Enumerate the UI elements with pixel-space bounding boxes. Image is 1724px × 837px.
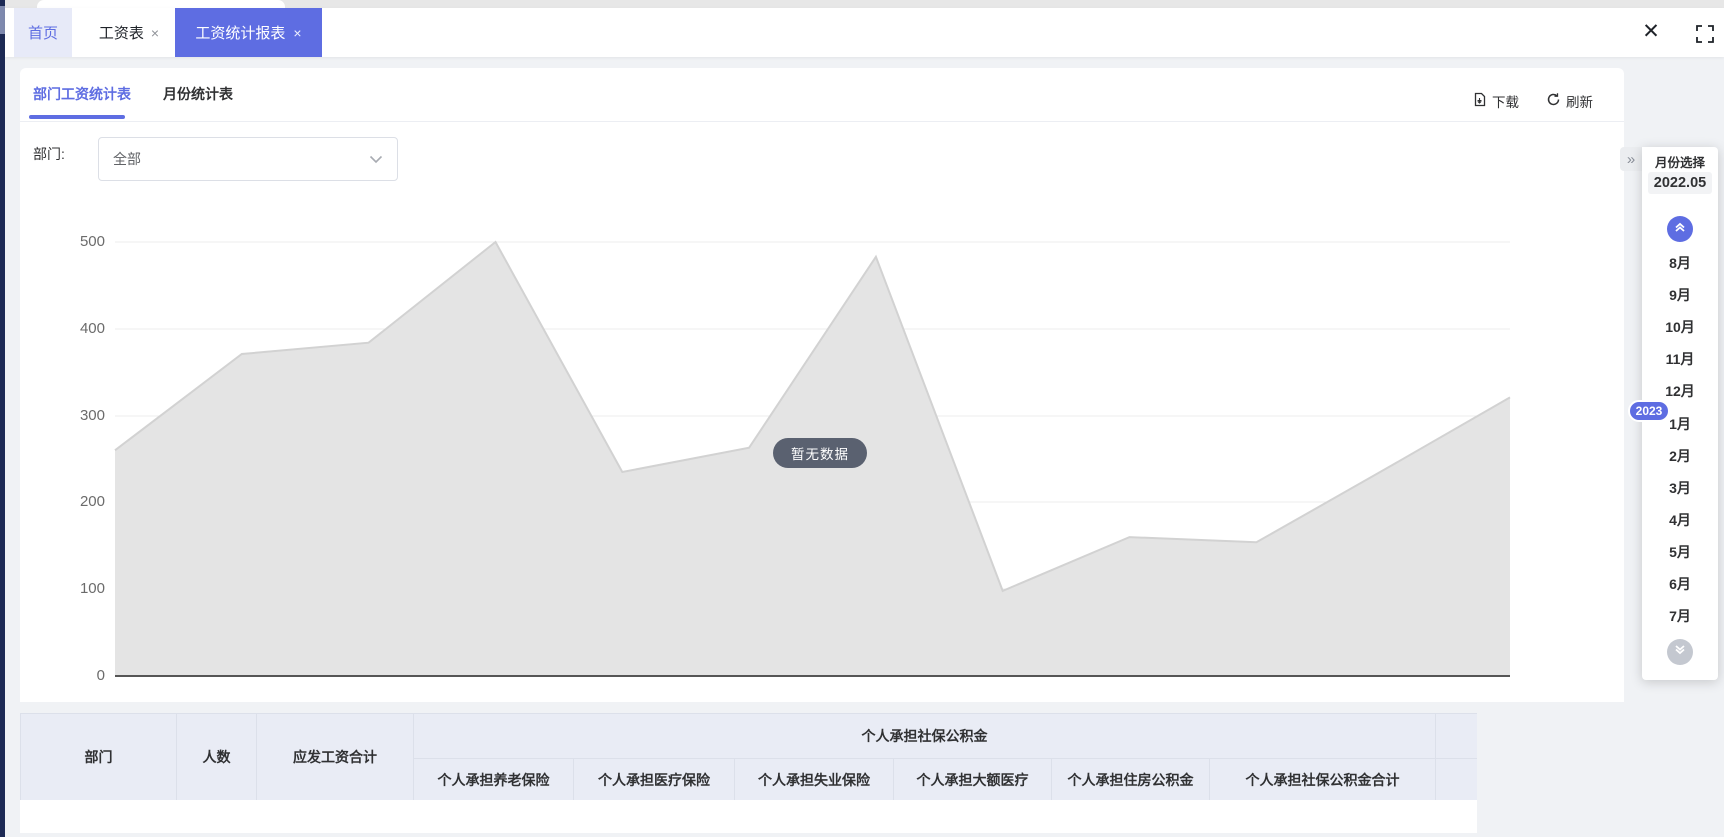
scroll-months-down-button[interactable] bbox=[1667, 639, 1693, 665]
y-tick-200: 200 bbox=[79, 493, 105, 510]
scroll-months-up-button[interactable] bbox=[1667, 216, 1693, 242]
table-empty-body bbox=[20, 800, 1477, 837]
left-scrollbar-thumb[interactable] bbox=[0, 6, 5, 34]
refresh-icon bbox=[1546, 92, 1561, 110]
department-select[interactable]: 全部 bbox=[98, 137, 398, 181]
double-chevron-up-icon bbox=[1673, 220, 1687, 239]
y-tick-0: 0 bbox=[96, 667, 105, 684]
salary-area-chart bbox=[114, 240, 1511, 677]
window-bottom-edge bbox=[5, 833, 1724, 837]
double-chevron-down-icon bbox=[1673, 643, 1687, 662]
close-window-icon[interactable]: ✕ bbox=[1642, 19, 1660, 43]
month-item[interactable]: 10月 bbox=[1665, 319, 1695, 335]
month-item[interactable]: 2月 bbox=[1669, 448, 1691, 464]
summary-table-container: 部门 人数 应发工资合计 个人承担社保公积金 个人承担养老保险 个人承担医疗保险… bbox=[20, 713, 1477, 837]
month-selector-panel: 月份选择 2022.05 8月 9月 10月 11月 12月 1月 2月 3月 … bbox=[1642, 147, 1718, 680]
tab-report-label: 工资统计报表 bbox=[195, 25, 286, 42]
no-data-tooltip: 暂无数据 bbox=[773, 438, 867, 468]
summary-table: 部门 人数 应发工资合计 个人承担社保公积金 个人承担养老保险 个人承担医疗保险… bbox=[20, 713, 1477, 801]
department-select-value: 全部 bbox=[113, 151, 141, 167]
subtab-monthly-stats[interactable]: 月份统计表 bbox=[163, 86, 233, 102]
area-series-line bbox=[114, 240, 1511, 593]
month-item[interactable]: 1月 bbox=[1669, 416, 1691, 432]
month-item[interactable]: 7月 bbox=[1669, 608, 1691, 624]
col-header-housing-fund[interactable]: 个人承担住房公积金 bbox=[1051, 758, 1210, 801]
download-icon bbox=[1472, 92, 1487, 110]
download-button[interactable]: 下载 bbox=[1472, 90, 1519, 112]
main-tabbar: 首页 工资表 × 工资统计报表 × bbox=[5, 8, 1724, 57]
col-header-gross-total[interactable]: 应发工资合计 bbox=[256, 713, 414, 801]
active-subtab-underline bbox=[29, 115, 125, 119]
month-item[interactable]: 4月 bbox=[1669, 512, 1691, 528]
year-badge: 2023 bbox=[1628, 400, 1670, 422]
current-month-value[interactable]: 2022.05 bbox=[1648, 172, 1712, 194]
col-header-large-medical[interactable]: 个人承担大额医疗 bbox=[893, 758, 1052, 801]
group-header-company bbox=[1435, 713, 1477, 759]
month-item[interactable]: 9月 bbox=[1669, 287, 1691, 303]
fullscreen-icon[interactable] bbox=[1695, 24, 1715, 44]
refresh-label: 刷新 bbox=[1566, 95, 1593, 110]
col-header-headcount[interactable]: 人数 bbox=[176, 713, 257, 801]
col-header-department[interactable]: 部门 bbox=[20, 713, 177, 801]
y-tick-400: 400 bbox=[79, 320, 105, 337]
subtab-department-stats[interactable]: 部门工资统计表 bbox=[33, 86, 131, 102]
col-header-unemployment[interactable]: 个人承担失业保险 bbox=[734, 758, 894, 801]
group-header-personal: 个人承担社保公积金 bbox=[412, 713, 1437, 759]
tab-salary-sheet[interactable]: 工资表 × bbox=[83, 8, 175, 57]
window-top-tab bbox=[37, 0, 285, 8]
tab-salary-report[interactable]: 工资统计报表 × bbox=[175, 8, 322, 57]
window-top-edge bbox=[5, 0, 1724, 8]
window-left-edge bbox=[0, 0, 5, 837]
tab-salary-label: 工资表 bbox=[98, 25, 144, 42]
month-panel-title: 月份选择 bbox=[1654, 156, 1705, 170]
double-arrow-right-icon: » bbox=[1626, 150, 1636, 168]
month-item[interactable]: 6月 bbox=[1669, 576, 1691, 592]
y-tick-500: 500 bbox=[79, 233, 105, 250]
col-header-personal-total[interactable]: 个人承担社保公积金合计 bbox=[1208, 758, 1437, 801]
subtab-bar: 部门工资统计表 月份统计表 下载 刷新 bbox=[20, 68, 1624, 122]
department-filter-label: 部门: bbox=[33, 146, 65, 162]
download-label: 下载 bbox=[1492, 95, 1519, 110]
close-icon[interactable]: × bbox=[150, 24, 160, 41]
month-item[interactable]: 3月 bbox=[1669, 480, 1691, 496]
col-header-pension[interactable]: 个人承担养老保险 bbox=[413, 758, 574, 801]
col-header-company[interactable]: 公司承担 bbox=[1435, 758, 1477, 801]
report-card: 部门工资统计表 月份统计表 下载 刷新 部门: 全部 bbox=[20, 68, 1624, 702]
tab-home-label: 首页 bbox=[27, 25, 58, 42]
chevron-down-icon bbox=[369, 151, 383, 167]
month-item[interactable]: 12月 bbox=[1665, 383, 1695, 399]
y-tick-100: 100 bbox=[79, 580, 105, 597]
collapse-month-panel-button[interactable]: » bbox=[1620, 147, 1642, 171]
refresh-button[interactable]: 刷新 bbox=[1546, 90, 1593, 112]
close-icon[interactable]: × bbox=[293, 24, 302, 41]
month-item[interactable]: 11月 bbox=[1665, 351, 1695, 367]
month-item[interactable]: 8月 bbox=[1669, 255, 1691, 271]
tab-home[interactable]: 首页 bbox=[14, 8, 72, 57]
y-tick-300: 300 bbox=[79, 407, 105, 424]
col-header-medical[interactable]: 个人承担医疗保险 bbox=[573, 758, 735, 801]
month-item[interactable]: 5月 bbox=[1669, 544, 1691, 560]
